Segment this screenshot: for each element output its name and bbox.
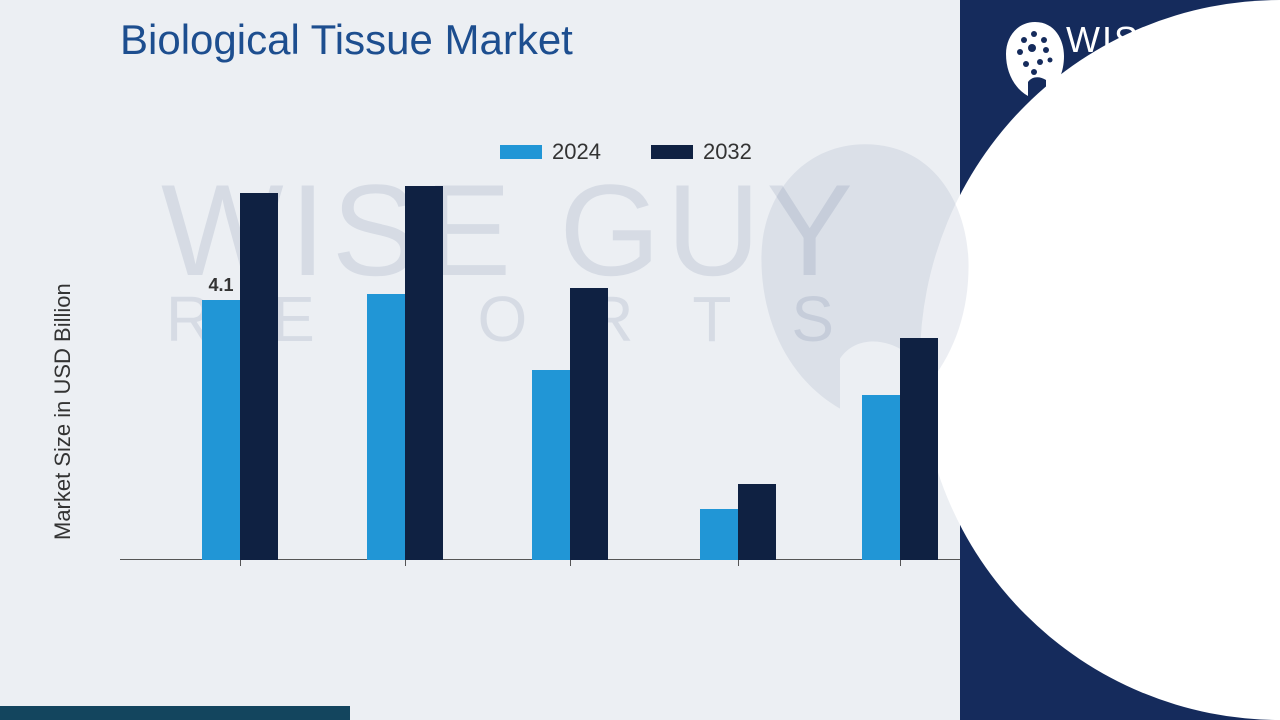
brand-head-icon bbox=[1000, 20, 1070, 100]
bar-2024 bbox=[202, 300, 240, 560]
x-tick bbox=[240, 560, 241, 566]
bar-2032 bbox=[738, 484, 776, 560]
legend-item-2024: 2024 bbox=[500, 139, 601, 165]
y-axis-label: Market Size in USD Billion bbox=[50, 283, 76, 540]
legend-swatch-2032 bbox=[651, 145, 693, 159]
bar-2024 bbox=[862, 395, 900, 560]
x-tick bbox=[900, 560, 901, 566]
bar-value-label: 4.1 bbox=[191, 275, 251, 296]
plot-area: 4.1NORTHAMERICAEUROPESOUTHAMERICAASIAPAC… bbox=[120, 180, 960, 560]
bar-2024 bbox=[367, 294, 405, 560]
brand-block: WISE GUY REPORTS bbox=[1066, 22, 1262, 74]
bar-2032 bbox=[900, 338, 938, 560]
brand-main-text: WISE GUY bbox=[1066, 22, 1262, 58]
x-tick bbox=[738, 560, 739, 566]
legend: 2024 2032 bbox=[500, 140, 820, 164]
bar-2032 bbox=[570, 288, 608, 560]
bar-2024 bbox=[700, 509, 738, 560]
x-tick bbox=[405, 560, 406, 566]
legend-label-2032: 2032 bbox=[703, 139, 752, 165]
stage: Biological Tissue Market WISE GUY REPORT… bbox=[0, 0, 1280, 720]
footer-accent-bar bbox=[0, 706, 350, 720]
page-title: Biological Tissue Market bbox=[120, 16, 573, 64]
bar-2032 bbox=[405, 186, 443, 560]
bar-2032 bbox=[240, 193, 278, 560]
legend-label-2024: 2024 bbox=[552, 139, 601, 165]
legend-swatch-2024 bbox=[500, 145, 542, 159]
x-tick bbox=[570, 560, 571, 566]
chart: Market Size in USD Billion 2024 2032 4.1… bbox=[60, 140, 970, 660]
legend-item-2032: 2032 bbox=[651, 139, 752, 165]
bar-2024 bbox=[532, 370, 570, 560]
